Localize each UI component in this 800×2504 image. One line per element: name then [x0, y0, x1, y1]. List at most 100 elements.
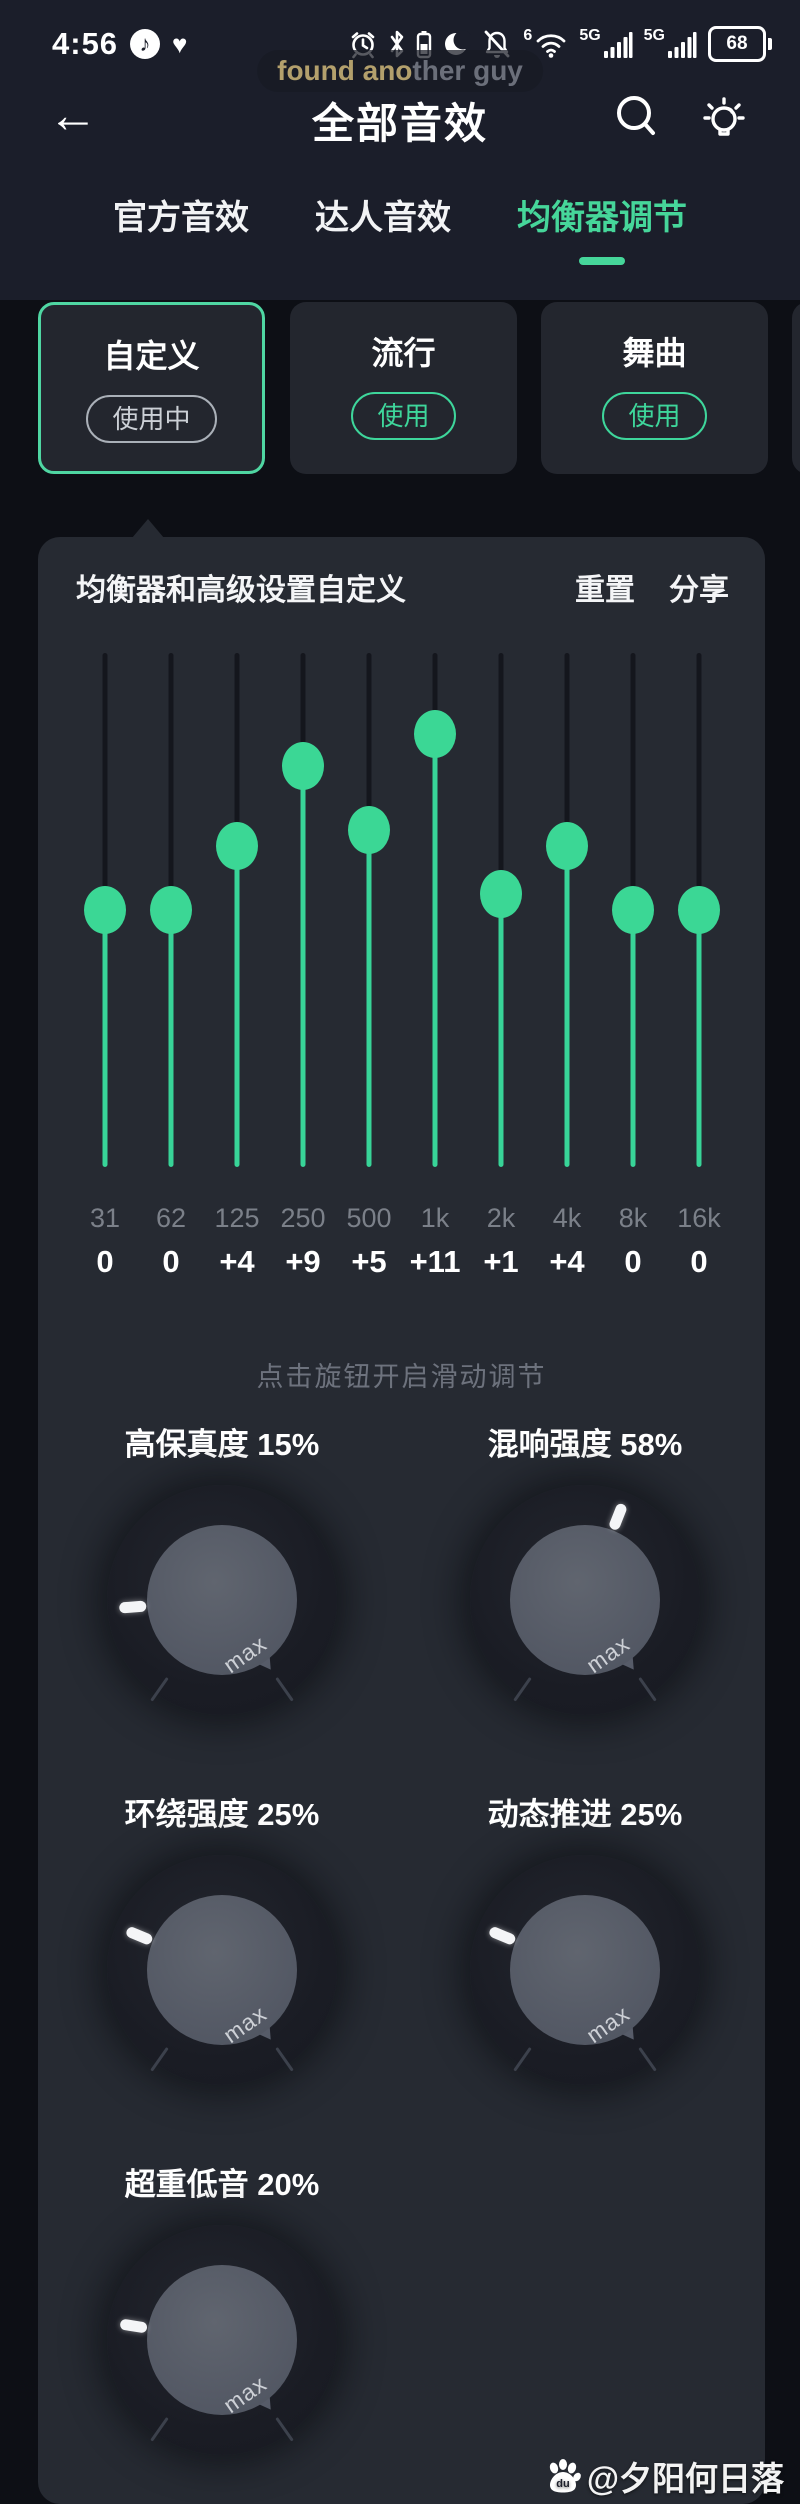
back-arrow-icon[interactable]: ←: [48, 87, 98, 143]
eq-band-4k: 4k +4: [534, 653, 600, 1353]
knob-label: 高保真度 15%: [124, 1427, 320, 1462]
eq-slider[interactable]: [468, 653, 534, 1167]
knob-block-surround: 环绕强度 25% max: [107, 1795, 337, 2085]
band-frequency: 31: [89, 1203, 121, 1233]
eq-slider[interactable]: [666, 653, 732, 1167]
preset-name: 流行: [371, 335, 436, 371]
clock-time: 4:56: [52, 26, 119, 61]
slider-thumb[interactable]: [282, 742, 324, 790]
preset-cards: 自定义 使用中 流行 使用 舞曲 使用: [38, 302, 800, 478]
page-title: 全部音效: [311, 100, 488, 147]
preset-card-custom[interactable]: 自定义 使用中: [38, 302, 265, 474]
knob-block-bass: 超重低音 20% max: [107, 2165, 337, 2455]
band-frequency: 4k: [552, 1203, 582, 1233]
eq-slider[interactable]: [204, 653, 270, 1167]
slider-thumb[interactable]: [678, 886, 720, 934]
slider-thumb[interactable]: [150, 886, 192, 934]
eq-slider[interactable]: [138, 653, 204, 1167]
music-note-icon: ♪: [130, 29, 161, 59]
panel-header: 均衡器和高级设置自定义 重置 分享: [38, 565, 765, 609]
dynamic-boost-knob[interactable]: max: [470, 1855, 700, 2085]
in-use-badge[interactable]: 使用中: [86, 395, 217, 443]
knob-block-fidelity: 高保真度 15% max: [107, 1425, 337, 1715]
eq-slider[interactable]: [600, 653, 666, 1167]
signal-1-icon: 5G: [579, 28, 633, 59]
tab-equalizer[interactable]: 均衡器调节: [517, 190, 687, 265]
band-frequency: 8k: [618, 1203, 648, 1233]
knob-indicator: [118, 1600, 147, 1614]
band-gain: +9: [285, 1244, 321, 1279]
battery-percent-icon: 68: [708, 26, 772, 62]
band-gain: +5: [351, 1244, 387, 1279]
preset-card-partial[interactable]: [792, 302, 800, 474]
preset-card-pop[interactable]: 流行 使用: [290, 302, 517, 474]
band-gain: +11: [409, 1244, 461, 1279]
band-frequency: 125: [214, 1203, 260, 1233]
eq-slider[interactable]: [72, 653, 138, 1167]
watermark: du @夕阳何日落: [543, 2452, 784, 2500]
panel-caret: [132, 519, 164, 538]
slider-thumb[interactable]: [480, 870, 522, 918]
status-bar: 4:56 ♪ ♥ 6 5G: [0, 18, 800, 70]
band-gain: +4: [219, 1244, 255, 1279]
eq-band-8k: 8k 0: [600, 653, 666, 1353]
reset-button[interactable]: 重置: [575, 574, 635, 607]
knob-indicator: [487, 1925, 517, 1946]
slider-thumb[interactable]: [216, 822, 258, 870]
eq-slider[interactable]: [336, 653, 402, 1167]
tab-official-effects[interactable]: 官方音效: [113, 199, 249, 237]
knob-hint-text: 点击旋钮开启滑动调节: [256, 1362, 547, 1392]
equalizer-panel: 均衡器和高级设置自定义 重置 分享 31 0 62 0 125 +4: [38, 537, 765, 2504]
tab-bar: 官方音效 达人音效 均衡器调节: [0, 190, 800, 265]
band-gain: +1: [483, 1244, 519, 1279]
band-gain: +4: [549, 1244, 585, 1279]
eq-slider[interactable]: [270, 653, 336, 1167]
lightbulb-icon[interactable]: [698, 92, 748, 142]
knob-block-dynamic: 动态推进 25% max: [470, 1795, 700, 2085]
preset-name: 舞曲: [622, 335, 687, 371]
tab-expert-effects[interactable]: 达人音效: [315, 199, 451, 237]
slider-thumb[interactable]: [84, 886, 126, 934]
band-gain: 0: [96, 1244, 114, 1279]
knob-indicator: [124, 1925, 154, 1946]
eq-band-2k: 2k +1: [468, 653, 534, 1353]
band-frequency: 500: [346, 1203, 392, 1233]
search-icon[interactable]: [612, 92, 662, 142]
share-button[interactable]: 分享: [669, 574, 729, 607]
preset-card-dance[interactable]: 舞曲 使用: [541, 302, 768, 474]
super-bass-knob[interactable]: max: [107, 2225, 337, 2455]
baidu-paw-icon: du: [543, 2456, 583, 2496]
heart-icon: ♥: [172, 28, 188, 59]
wifi6-icon: 6: [523, 28, 568, 59]
knob-label: 超重低音 20%: [124, 2167, 320, 2202]
lyric-sung: found ano: [277, 55, 413, 86]
eq-band-16k: 16k 0: [666, 653, 732, 1353]
knob-label: 混响强度 58%: [487, 1427, 683, 1462]
preset-name: 自定义: [103, 338, 200, 374]
use-button[interactable]: 使用: [602, 392, 707, 440]
band-frequency: 1k: [420, 1203, 450, 1233]
eq-band-31: 31 0: [72, 653, 138, 1353]
band-frequency: 62: [155, 1203, 187, 1233]
band-gain: 0: [162, 1244, 180, 1279]
slider-thumb[interactable]: [546, 822, 588, 870]
eq-band-500: 500 +5: [336, 653, 402, 1353]
slider-thumb[interactable]: [414, 710, 456, 758]
band-frequency: 16k: [677, 1203, 721, 1233]
knob-label: 环绕强度 25%: [124, 1797, 320, 1832]
fidelity-knob[interactable]: max: [107, 1485, 337, 1715]
slider-thumb[interactable]: [612, 886, 654, 934]
reverb-knob[interactable]: max: [470, 1485, 700, 1715]
night-mode-icon: [443, 29, 472, 59]
surround-knob[interactable]: max: [107, 1855, 337, 2085]
band-frequency: 2k: [486, 1203, 516, 1233]
knob-indicator: [607, 1502, 629, 1532]
slider-thumb[interactable]: [348, 806, 390, 854]
eq-slider[interactable]: [402, 653, 468, 1167]
eq-band-62: 62 0: [138, 653, 204, 1353]
use-button[interactable]: 使用: [351, 392, 456, 440]
band-gain: 0: [624, 1244, 642, 1279]
lyric-overlay: found another guy: [257, 50, 543, 92]
eq-slider[interactable]: [534, 653, 600, 1167]
